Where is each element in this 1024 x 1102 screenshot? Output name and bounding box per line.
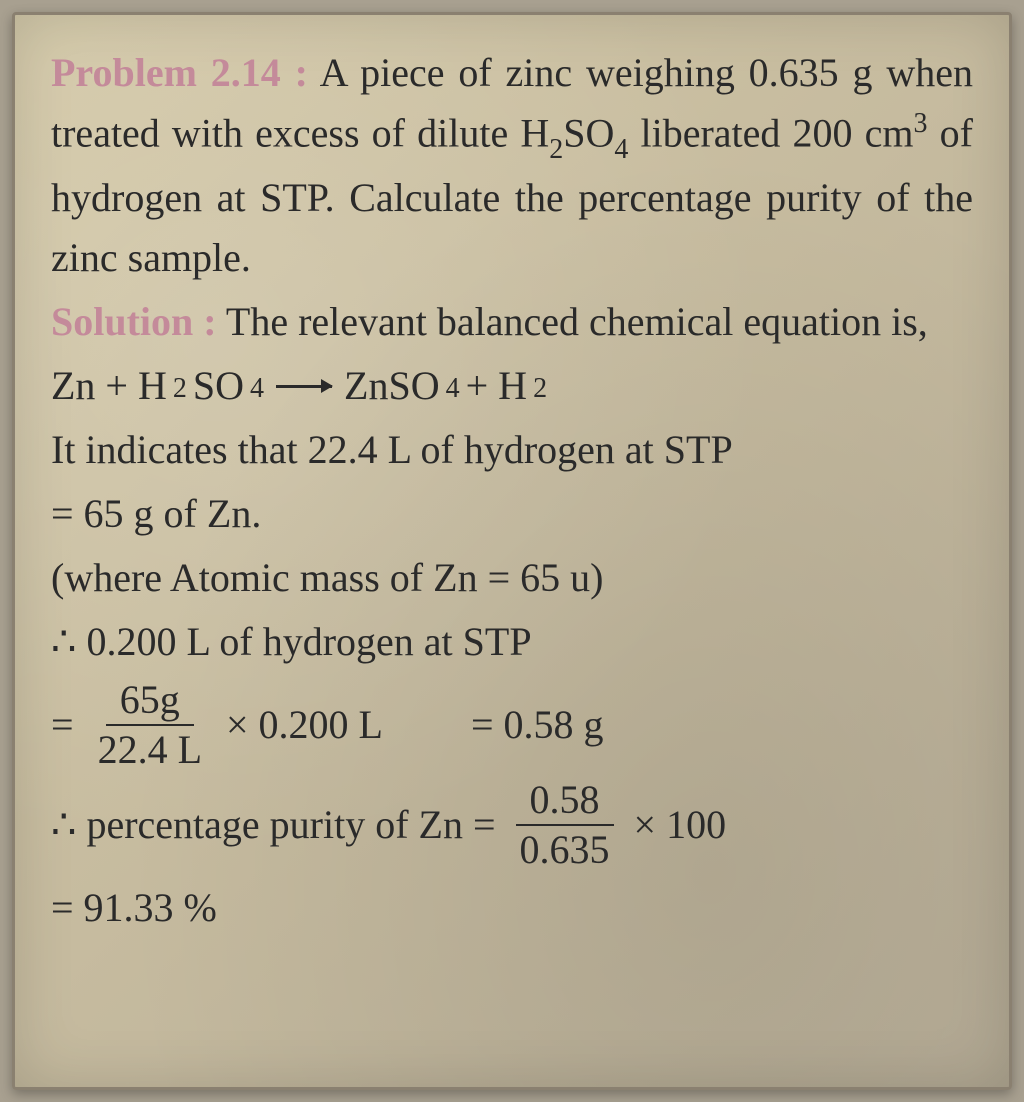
calc1-result: = 0.58 g — [471, 695, 604, 755]
problem-paragraph: Problem 2.14 : A piece of zinc weighing … — [51, 43, 973, 288]
calc2-num: 0.58 — [516, 778, 614, 826]
atomic-mass-line: (where Atomic mass of Zn = 65 u) — [51, 548, 973, 608]
calc1-fraction: 65g 22.4 L — [84, 678, 216, 772]
eqn-left-2: SO — [193, 356, 244, 416]
superscript-3: 3 — [914, 108, 928, 139]
indicates-line-b: = 65 g of Zn. — [51, 484, 973, 544]
therefore-line-2: ∴ percentage purity of Zn = — [51, 795, 496, 855]
calc2-fraction: 0.58 0.635 — [506, 778, 624, 872]
eqn-right-1: ZnSO — [344, 356, 440, 416]
reaction-arrow-icon — [276, 385, 332, 388]
calc1-num: 65g — [106, 678, 194, 726]
eqn-right-2: + H — [466, 356, 527, 416]
subscript-4: 4 — [614, 134, 628, 165]
calc2-times: × 100 — [634, 795, 727, 855]
indicates-line-a: It indicates that 22.4 L of hydrogen at … — [51, 420, 973, 480]
solution-intro: Solution : The relevant balanced chemica… — [51, 292, 973, 352]
subscript-2: 2 — [549, 134, 563, 165]
page-content: Problem 2.14 : A piece of zinc weighing … — [51, 43, 973, 938]
chemical-equation: Zn + H2SO4 ZnSO4 + H2 — [51, 356, 973, 416]
calc1-eq: = — [51, 695, 74, 755]
eqn-right-1-sub: 4 — [446, 368, 460, 410]
problem-text-3: liberated 200 cm — [628, 110, 913, 155]
eqn-left-1: Zn + H — [51, 356, 167, 416]
calc1-den: 22.4 L — [84, 726, 216, 772]
eqn-left-1-sub: 2 — [173, 368, 187, 410]
eqn-left-2-sub: 4 — [250, 368, 264, 410]
problem-label: Problem 2.14 : — [51, 50, 308, 95]
calc-line-2: ∴ percentage purity of Zn = 0.58 0.635 ×… — [51, 778, 973, 872]
eqn-right-2-sub: 2 — [533, 368, 547, 410]
textbook-page: Problem 2.14 : A piece of zinc weighing … — [12, 12, 1012, 1090]
calc1-times: × 0.200 L — [226, 695, 383, 755]
solution-intro-text: The relevant balanced chemical equation … — [226, 299, 928, 344]
problem-text-2: SO — [563, 110, 614, 155]
calc2-den: 0.635 — [506, 826, 624, 872]
therefore-line-1: ∴ 0.200 L of hydrogen at STP — [51, 612, 973, 672]
calc-line-1: = 65g 22.4 L × 0.200 L = 0.58 g — [51, 678, 973, 772]
solution-label: Solution : — [51, 299, 217, 344]
final-result: = 91.33 % — [51, 878, 973, 938]
